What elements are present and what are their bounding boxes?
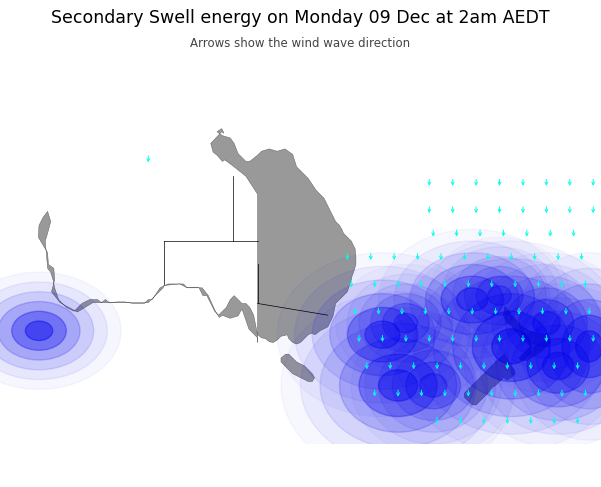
Ellipse shape <box>496 311 601 421</box>
Polygon shape <box>281 354 314 381</box>
Ellipse shape <box>347 307 418 362</box>
Polygon shape <box>504 307 551 360</box>
Ellipse shape <box>320 323 476 448</box>
Ellipse shape <box>576 331 601 362</box>
Ellipse shape <box>371 294 441 352</box>
Ellipse shape <box>511 325 601 407</box>
Ellipse shape <box>492 276 601 370</box>
Ellipse shape <box>453 257 546 335</box>
Ellipse shape <box>312 280 453 389</box>
Ellipse shape <box>453 294 570 399</box>
Ellipse shape <box>410 253 535 346</box>
Ellipse shape <box>25 321 53 340</box>
Ellipse shape <box>340 338 457 432</box>
Ellipse shape <box>519 300 574 346</box>
Ellipse shape <box>0 301 80 360</box>
Ellipse shape <box>300 307 496 464</box>
Ellipse shape <box>457 288 488 311</box>
Ellipse shape <box>379 338 488 432</box>
Ellipse shape <box>419 374 447 397</box>
Text: Arrows show the wind wave direction: Arrows show the wind wave direction <box>191 37 410 50</box>
Ellipse shape <box>433 276 590 417</box>
Ellipse shape <box>505 288 587 358</box>
Ellipse shape <box>480 298 601 434</box>
Ellipse shape <box>359 354 437 417</box>
Ellipse shape <box>562 315 601 377</box>
Ellipse shape <box>359 284 453 362</box>
Polygon shape <box>38 129 356 344</box>
Ellipse shape <box>527 338 590 393</box>
Ellipse shape <box>535 284 601 409</box>
Ellipse shape <box>521 268 601 425</box>
Ellipse shape <box>488 286 511 305</box>
Ellipse shape <box>394 313 418 333</box>
Ellipse shape <box>392 350 474 421</box>
Ellipse shape <box>476 276 523 315</box>
Ellipse shape <box>532 311 560 335</box>
Ellipse shape <box>492 329 531 364</box>
Text: Secondary Swell energy on Monday 09 Dec at 2am AEDT: Secondary Swell energy on Monday 09 Dec … <box>51 9 550 27</box>
Ellipse shape <box>11 311 66 350</box>
Ellipse shape <box>548 300 601 393</box>
Ellipse shape <box>543 352 574 379</box>
Ellipse shape <box>294 266 470 403</box>
Ellipse shape <box>426 264 519 335</box>
Polygon shape <box>465 354 515 405</box>
Ellipse shape <box>413 259 601 434</box>
Ellipse shape <box>441 276 504 323</box>
Ellipse shape <box>406 362 460 409</box>
Ellipse shape <box>394 241 551 358</box>
Ellipse shape <box>0 282 108 379</box>
Ellipse shape <box>365 321 400 348</box>
Ellipse shape <box>379 370 418 401</box>
Ellipse shape <box>382 303 429 342</box>
Ellipse shape <box>465 266 535 325</box>
Ellipse shape <box>472 311 551 381</box>
Ellipse shape <box>330 294 435 375</box>
Ellipse shape <box>0 292 94 370</box>
